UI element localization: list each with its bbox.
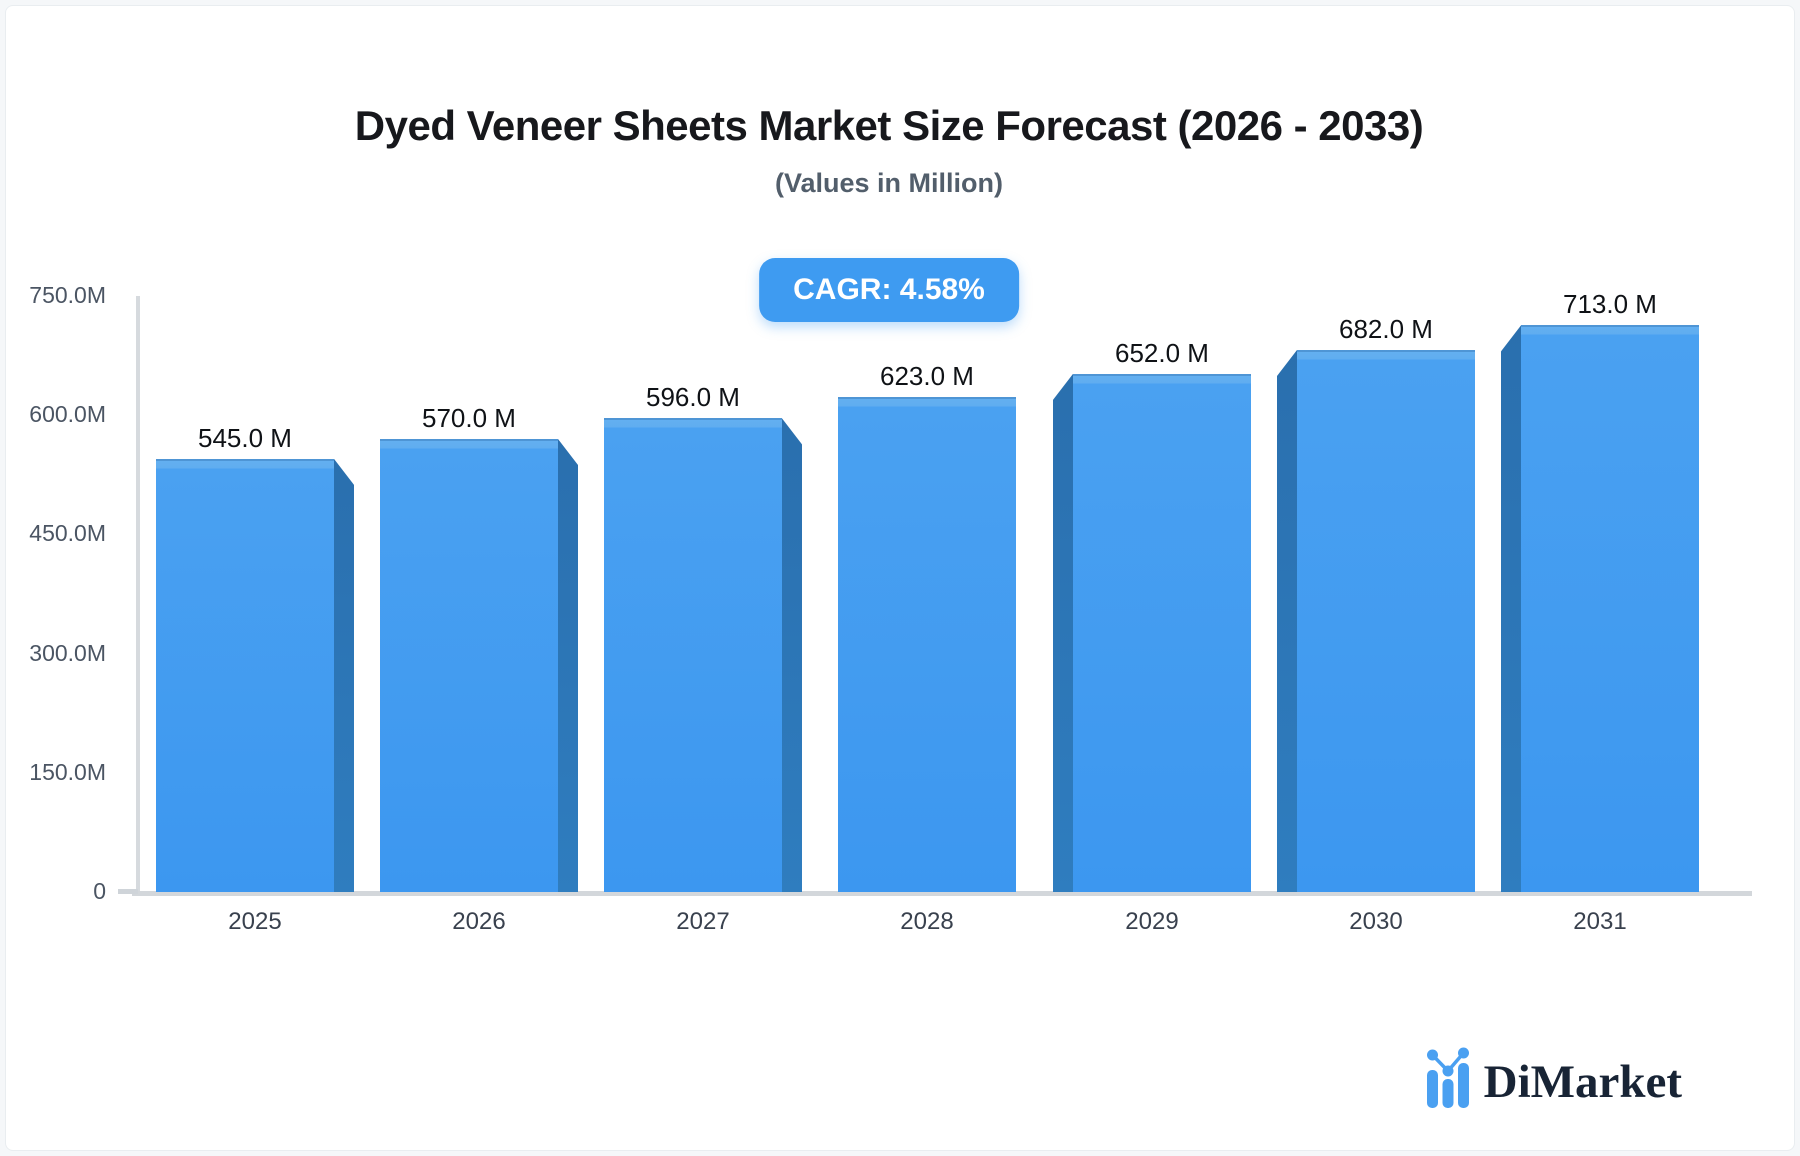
bar-front-face [838,396,1016,892]
bar-chart-logo-icon [1426,1047,1469,1108]
y-axis-tick-label: 150.0M [29,758,106,785]
x-axis-category-label: 2025 [228,908,282,935]
y-axis-tick-label: 750.0M [29,282,106,308]
y-axis-line [136,296,140,892]
brand-logo: DiMarket [1425,1046,1682,1108]
zero-tick-mark [118,889,138,894]
bar-value-label: 545.0 M [198,422,292,453]
bar-value-label: 623.0 M [880,360,974,391]
x-axis-category-label: 2029 [1125,908,1179,935]
bar-front-face [604,418,782,892]
bar-value-label: 596.0 M [646,382,740,413]
x-axis-category-label: 2031 [1573,908,1627,935]
y-axis-tick-label: 450.0M [29,520,106,547]
bar-side-face [1277,350,1297,892]
x-axis-category-label: 2027 [676,908,730,935]
bar-front-face [1073,373,1251,892]
cagr-badge: CAGR: 4.58% [759,258,1019,322]
bar-front-face [1521,325,1699,892]
bar-side-face [1501,325,1521,892]
bar-value-label: 682.0 M [1339,314,1433,345]
bar-value-label: 713.0 M [1563,289,1657,320]
chart-subtitle: (Values in Million) [774,168,1004,198]
x-axis-category-label: 2028 [900,908,954,935]
bar-side-face [782,418,802,892]
x-axis-baseline [132,891,1752,896]
brand-name: DiMarket [1483,1056,1682,1108]
bar-value-label: 570.0 M [422,403,516,434]
x-axis-category-label: 2026 [452,908,506,935]
y-axis-tick-label: 300.0M [29,639,106,666]
chart-plot: Dyed Veneer Sheets Market Size Forecast … [6,6,1794,1150]
bar-front-face [380,439,558,892]
chart-card: Dyed Veneer Sheets Market Size Forecast … [5,5,1795,1151]
bar-side-face [558,439,578,892]
bar-front-face [156,458,334,892]
y-axis-tick-label: 600.0M [29,401,106,428]
chart-title: Dyed Veneer Sheets Market Size Forecast … [354,102,1424,149]
bar-front-face [1297,350,1475,892]
x-axis-category-label: 2030 [1349,908,1403,935]
bar-side-face [1053,373,1073,892]
bar-value-label: 652.0 M [1115,337,1209,368]
bar-side-face [334,458,354,892]
y-axis-tick-label: 0 [93,878,106,904]
